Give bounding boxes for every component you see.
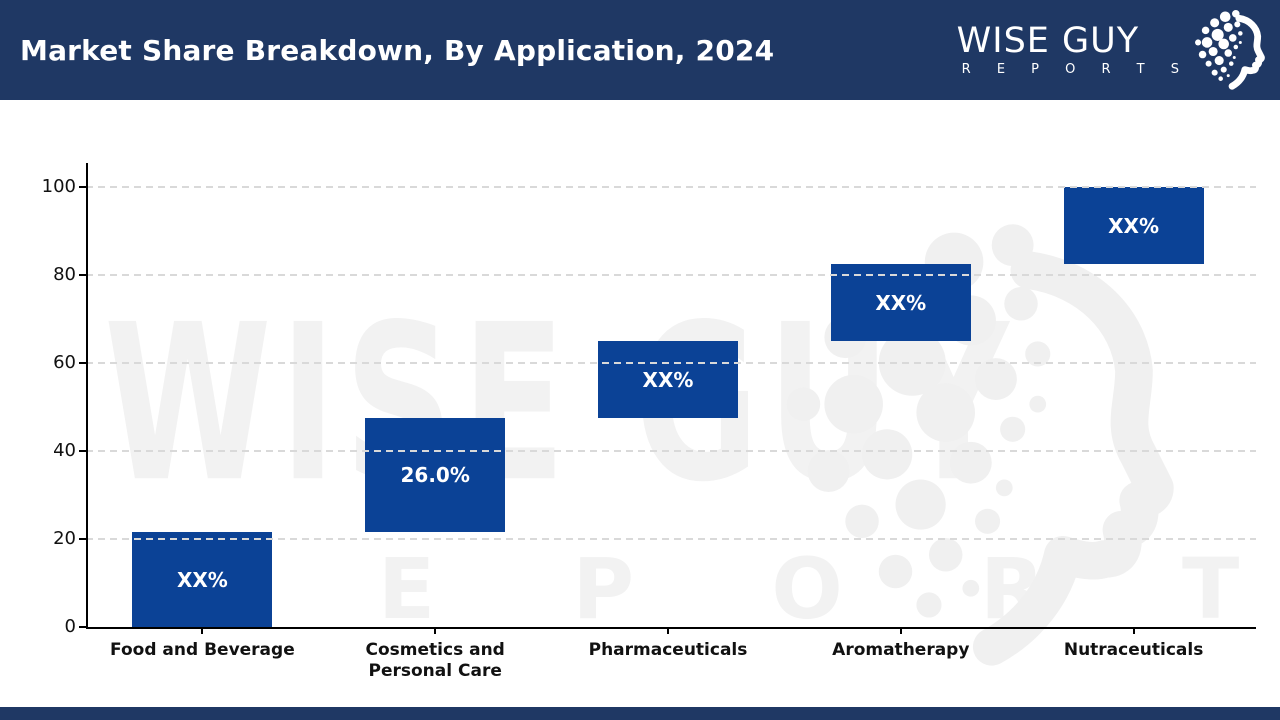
x-label-1: Cosmetics and Personal Care: [365, 640, 505, 682]
chart-title: Market Share Breakdown, By Application, …: [20, 33, 775, 67]
y-label-60: 60: [53, 352, 76, 373]
x-tick-2: [667, 627, 669, 634]
bar-food-and-beverage: XX%: [132, 532, 273, 627]
header: Market Share Breakdown, By Application, …: [0, 0, 1280, 100]
gridline-y-100: [86, 186, 1256, 188]
y-label-80: 80: [53, 264, 76, 285]
x-tick-1: [434, 627, 437, 634]
y-label-40: 40: [53, 440, 76, 461]
y-tick-60: [79, 362, 86, 364]
bar-value-label: XX%: [642, 367, 694, 392]
footer-bar: [0, 707, 1280, 720]
x-label-2: Pharmaceuticals: [588, 640, 748, 660]
y-tick-40: [79, 450, 86, 452]
gridline-y-80: [86, 274, 1256, 276]
x-label-3: Aromatherapy: [832, 640, 970, 660]
y-tick-80: [79, 274, 86, 276]
bar-value-label: XX%: [1108, 213, 1160, 238]
wiseguy-logo: WISE GUY R E P O R T S: [957, 9, 1266, 91]
bar-value-label: XX%: [176, 567, 228, 592]
y-tick-100: [79, 186, 86, 188]
x-axis-spine: [86, 627, 1256, 629]
gridline-y-40: [86, 450, 1256, 452]
bar-pharmaceuticals: XX%: [598, 341, 738, 418]
gridline-y-20: [86, 538, 1256, 540]
gridline-y-60: [86, 362, 1256, 364]
logo-subtitle: R E P O R T S: [961, 61, 1190, 77]
x-tick-0: [201, 627, 204, 634]
bar-cosmetics-and-personal-care: 26.0%: [365, 418, 506, 533]
logo-wordmark: WISE GUY: [956, 20, 1140, 61]
chart-area: WISE GUY R E P O R T S XX%Food and Bever…: [0, 100, 1280, 707]
head-logo-icon: [1192, 9, 1266, 91]
y-axis-spine: [86, 163, 88, 629]
x-label-4: Nutraceuticals: [1063, 640, 1204, 660]
watermark-text-2: R E P O R T S: [176, 540, 1280, 638]
bar-nutraceuticals: XX%: [1063, 187, 1204, 264]
y-label-0: 0: [64, 616, 76, 637]
y-label-100: 100: [41, 176, 76, 197]
y-tick-20: [79, 538, 86, 540]
bar-value-label: XX%: [875, 290, 927, 315]
logo-text: WISE GUY R E P O R T S: [956, 20, 1190, 77]
bar-value-label: 26.0%: [400, 463, 470, 488]
y-label-20: 20: [53, 528, 76, 549]
y-tick-0: [79, 626, 86, 628]
x-label-0: Food and Beverage: [110, 640, 295, 660]
